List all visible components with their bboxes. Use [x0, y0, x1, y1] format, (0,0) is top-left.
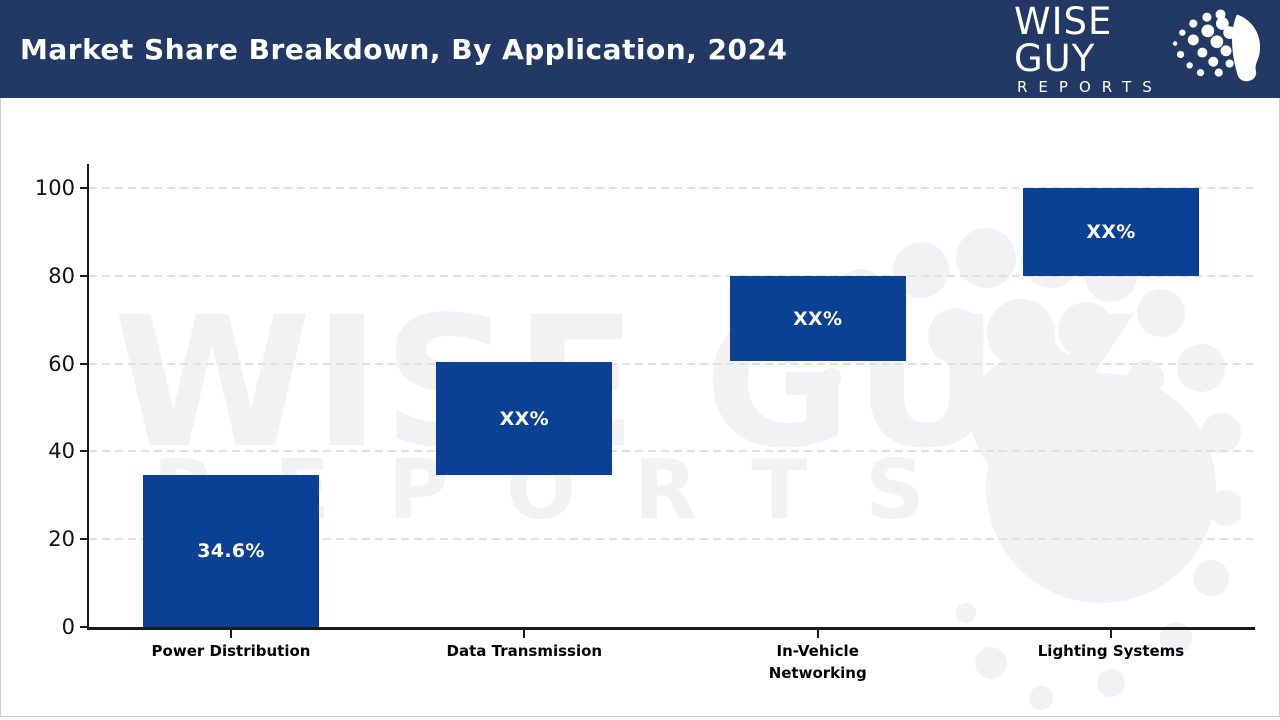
bar-value-label: XX% — [1086, 220, 1136, 243]
x-axis-category-label: Lighting Systems — [1037, 642, 1185, 660]
x-axis-category-label: Power Distribution — [151, 642, 311, 660]
x-axis-tick — [816, 630, 819, 638]
y-axis-tick — [80, 274, 88, 277]
bar-value-label: 34.6% — [197, 540, 265, 563]
y-axis-tick-label: 80 — [48, 263, 75, 288]
x-axis-category-label: In-Vehicle Networking — [768, 642, 867, 682]
y-axis-line — [87, 164, 89, 630]
bar-data-transmission: XX% — [436, 362, 613, 476]
y-axis-tick-label: 100 — [34, 176, 75, 200]
gridline — [89, 187, 1253, 189]
x-axis-tick — [1110, 630, 1112, 638]
header-bar: Market Share Breakdown, By Application, … — [0, 0, 1280, 98]
page-title: Market Share Breakdown, By Application, … — [20, 32, 788, 66]
y-axis-tick-label: 40 — [48, 439, 75, 464]
plot-area: 0 20 40 60 80 100 34.6% Power Distribution XX% Da… — [1, 98, 1279, 716]
gridline — [89, 450, 1253, 453]
logo-wordmark: WISE GUY — [1014, 0, 1113, 80]
x-axis-tick — [230, 630, 232, 638]
logo-wordmark-block: WISE GUY REPORTS — [1014, 3, 1164, 95]
bar-value-label: XX% — [499, 407, 549, 430]
gridline — [89, 362, 1253, 365]
gridline — [89, 274, 1253, 277]
x-axis-category-label: Data Transmission — [446, 642, 603, 660]
logo-subtext: REPORTS — [1017, 78, 1163, 96]
y-axis-tick-label: 0 — [61, 615, 75, 639]
chart-area: WISE GUY REPORTS 0 20 40 60 80 100 34.6% Power … — [0, 98, 1280, 717]
y-axis-tick — [80, 538, 88, 541]
wise-guy-logo: WISE GUY REPORTS — [1014, 3, 1266, 95]
bar-in-vehicle-networking: XX% — [729, 275, 906, 362]
y-axis-tick — [80, 187, 88, 189]
y-axis-tick-label: 20 — [48, 527, 75, 552]
bar-lighting-systems: XX% — [1023, 188, 1199, 276]
x-axis-line — [88, 627, 1255, 630]
y-axis-tick — [80, 362, 88, 365]
x-axis-tick — [523, 630, 526, 638]
gridline — [89, 538, 1253, 541]
bar-value-label: XX% — [793, 307, 843, 330]
y-axis-tick — [80, 626, 88, 628]
logo-dots-head-icon — [1172, 9, 1261, 82]
bar-power-distribution: 34.6% — [143, 475, 319, 627]
y-axis-tick-label: 60 — [48, 351, 75, 376]
y-axis-tick — [80, 450, 88, 453]
